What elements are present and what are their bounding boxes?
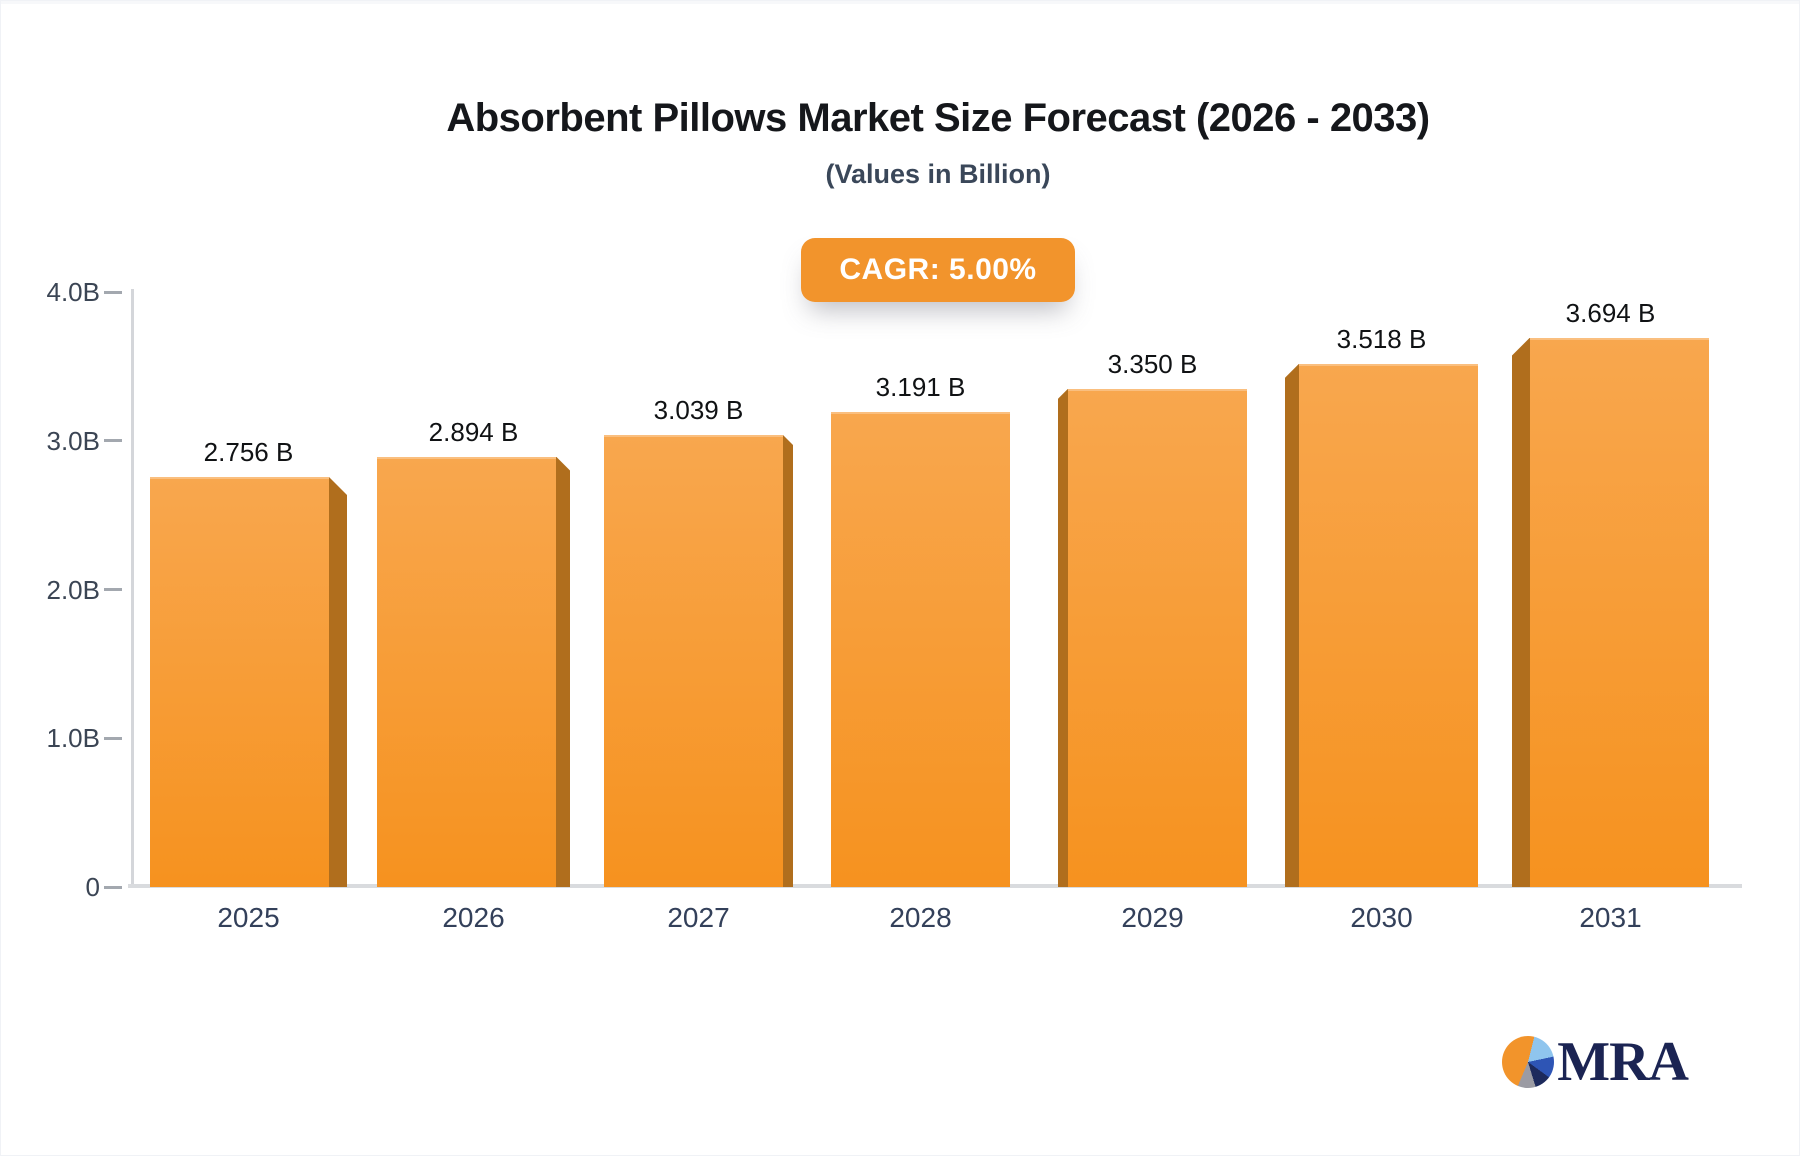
y-tick-label: 1.0B — [46, 723, 101, 754]
bar-value-label: 3.694 B — [1565, 297, 1656, 328]
bar-value-label: 2.756 B — [203, 437, 294, 468]
bar-value-label: 3.350 B — [1107, 348, 1198, 379]
y-axis-line — [131, 289, 134, 887]
bar-2030 — [1299, 363, 1478, 887]
bar-value-label: 3.039 B — [653, 394, 744, 425]
y-tick-dash — [104, 588, 122, 591]
x-tick-label: 2028 — [889, 902, 952, 933]
x-tick-label: 2029 — [1121, 902, 1184, 933]
y-tick-dash — [104, 885, 122, 889]
chart-header: Absorbent Pillows Market Size Forecast (… — [76, 0, 1800, 302]
bar-2025 — [150, 477, 329, 887]
bar-3d-side-2031 — [1512, 337, 1530, 887]
bar-value-label: 2.894 B — [428, 416, 519, 447]
page-title: Absorbent Pillows Market Size Forecast (… — [446, 96, 1430, 140]
x-tick-label: 2026 — [442, 902, 505, 933]
x-tick-label: 2025 — [217, 902, 280, 933]
bar-3d-side-2030 — [1285, 363, 1299, 887]
y-tick-dash — [104, 439, 122, 443]
bar-2031 — [1530, 337, 1709, 887]
logo-text: MRA — [1557, 1031, 1689, 1093]
page-subtitle: (Values in Billion) — [825, 159, 1051, 189]
pie-chart-logo-icon — [1502, 1036, 1555, 1088]
x-tick-label: 2027 — [667, 902, 730, 933]
x-tick-label: 2031 — [1579, 902, 1642, 933]
bar-3d-side-2025 — [329, 477, 347, 887]
x-tick-label: 2030 — [1350, 902, 1413, 933]
bar-3d-side-2026 — [556, 456, 570, 887]
mra-logo: MRA — [1502, 1031, 1689, 1093]
cagr-badge: CAGR: 5.00% — [801, 238, 1075, 302]
y-tick-label: 3.0B — [46, 425, 101, 456]
bar-value-label: 3.191 B — [875, 372, 966, 403]
bar-2027 — [604, 434, 783, 887]
y-tick-label: 2.0B — [46, 574, 101, 605]
bar-3d-side-2027 — [783, 434, 793, 887]
y-tick-label: 4.0B — [46, 277, 101, 307]
bar-2026 — [377, 456, 556, 887]
bar-3d-side-2029 — [1058, 388, 1068, 887]
bar-2028 — [831, 412, 1010, 887]
bar-value-label: 3.518 B — [1336, 323, 1427, 354]
bar-2029 — [1068, 388, 1247, 887]
y-tick-dash — [104, 290, 122, 294]
y-tick-label: 0 — [85, 872, 100, 902]
y-tick-dash — [104, 736, 122, 740]
